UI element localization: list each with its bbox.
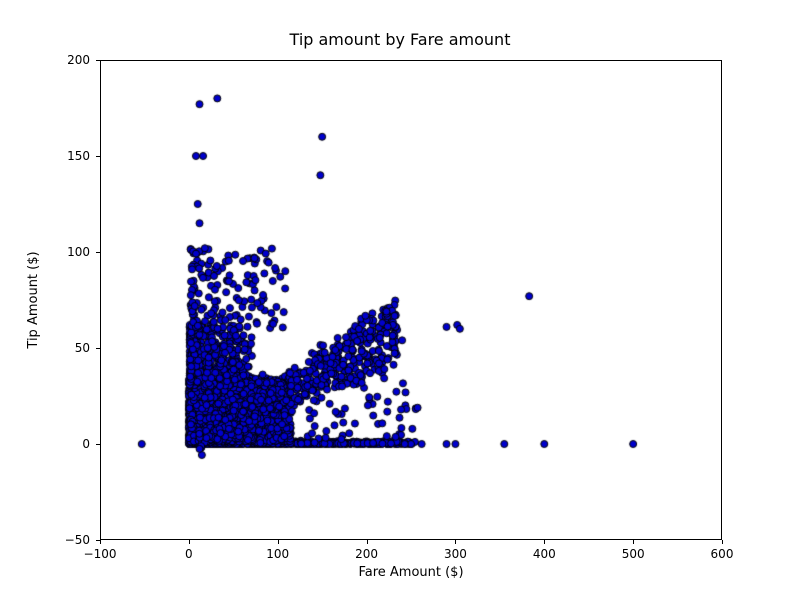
x-tick-label: 600	[710, 547, 734, 561]
y-tick-label: 200	[67, 53, 90, 67]
x-tick-mark	[722, 540, 723, 544]
x-tick-label: 500	[621, 547, 645, 561]
y-axis-label: Tip Amount ($)	[26, 251, 41, 349]
y-tick-label: 150	[67, 149, 90, 163]
plot-axes: −100 0 100 200 300 400 500 600 −50 0 50 100 150 200	[65, 53, 734, 561]
y-tick-mark	[96, 348, 100, 349]
page-title: Tip amount by Fare amount	[289, 30, 511, 49]
x-tick-label: 400	[532, 547, 556, 561]
x-tick-mark	[277, 540, 279, 544]
x-tick-label: 200	[355, 547, 379, 561]
y-tick-label: 50	[74, 341, 90, 355]
x-tick-mark	[366, 540, 368, 544]
scatter-plot-canvas	[100, 60, 722, 540]
y-tick-mark	[96, 60, 100, 61]
x-tick-label: 100	[266, 547, 290, 561]
x-tick-mark	[633, 540, 635, 544]
y-tick-label: 0	[82, 437, 90, 451]
x-axis-label: Fare Amount ($)	[358, 565, 464, 580]
y-tick-mark	[96, 156, 100, 157]
y-tick-mark	[96, 252, 100, 253]
x-tick-mark	[100, 540, 101, 544]
x-tick-mark	[188, 540, 190, 544]
x-tick-label: 0	[185, 547, 193, 561]
y-tick-label: −50	[64, 533, 90, 547]
x-tick-label: 300	[443, 547, 467, 561]
x-tick-mark	[544, 540, 546, 544]
x-tick-label: −100	[83, 547, 117, 561]
y-tick-mark	[96, 444, 100, 445]
y-tick-mark	[96, 540, 100, 541]
x-tick-mark	[455, 540, 457, 544]
y-tick-label: 100	[67, 245, 90, 259]
